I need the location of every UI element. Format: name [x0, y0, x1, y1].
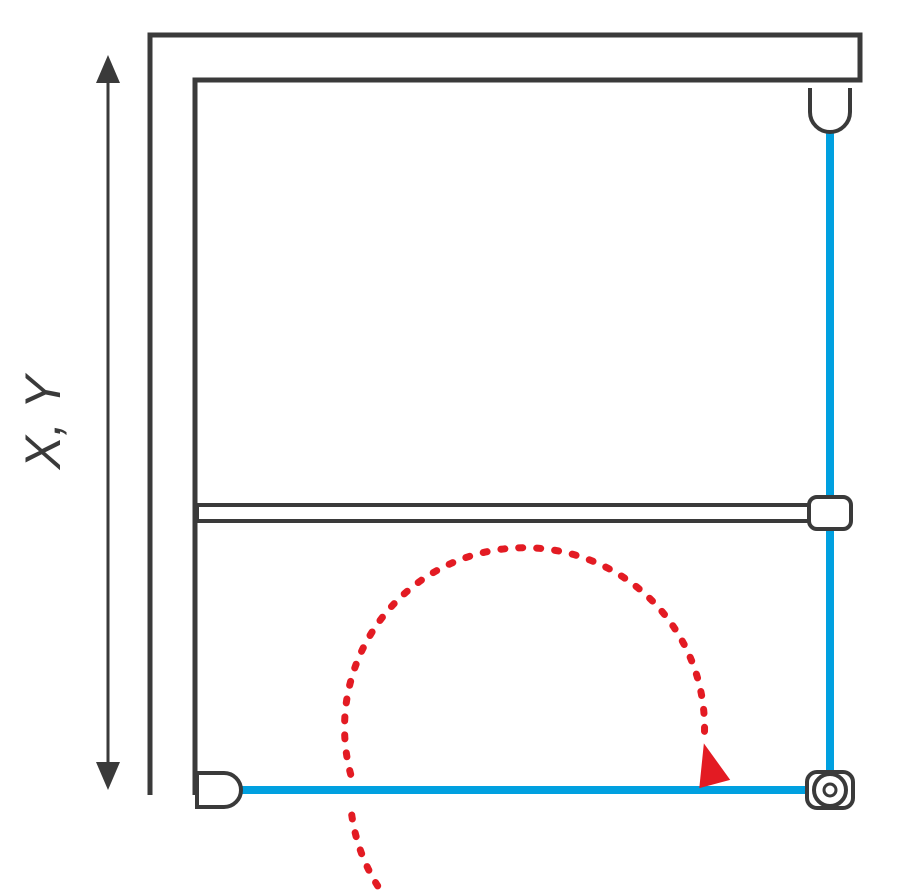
stabilizer-bar [197, 505, 838, 521]
door-end-cap [197, 773, 241, 807]
dimension-arrow-top [96, 55, 120, 83]
mid-connector [809, 497, 851, 529]
dimension-arrow-bottom [96, 762, 120, 790]
top-hinge [810, 88, 850, 132]
pivot-inner [824, 784, 836, 796]
shower-enclosure-diagram: X, Y [0, 0, 920, 890]
swing-arc-in [352, 815, 515, 890]
swing-arrowhead [699, 743, 730, 788]
dimension-label: X, Y [15, 372, 71, 470]
swing-arc-out [345, 548, 705, 775]
wall-outline [150, 35, 860, 795]
